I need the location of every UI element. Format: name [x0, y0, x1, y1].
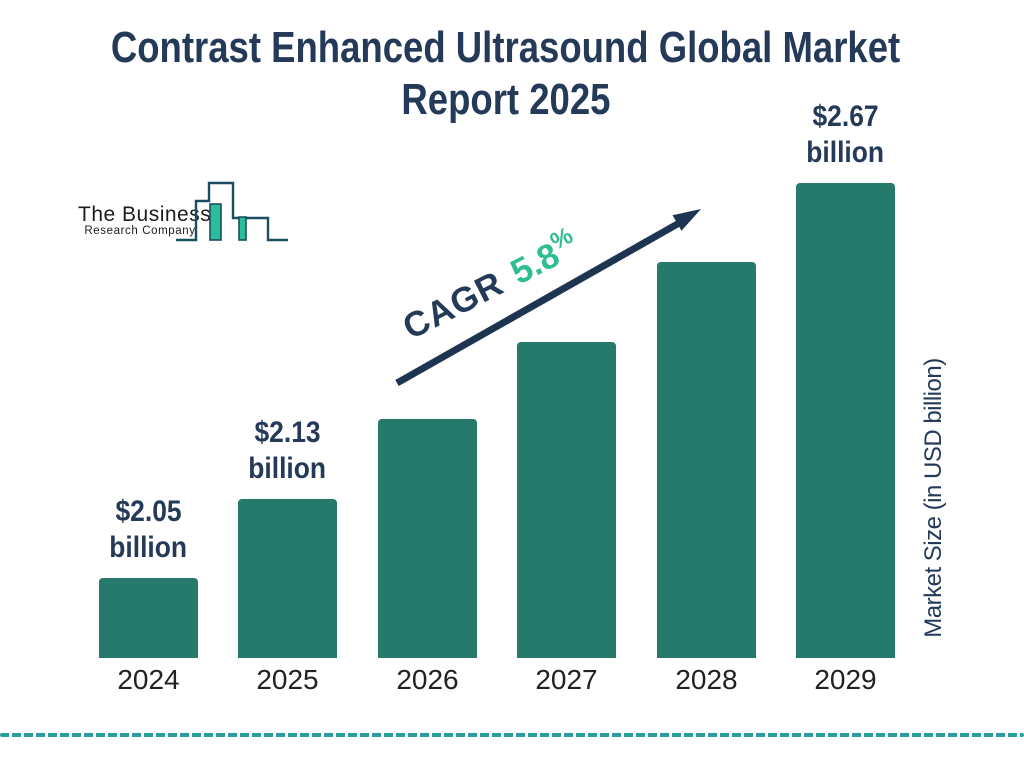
page-title-line1: Contrast Enhanced Ultrasound Global Mark…	[111, 23, 901, 72]
bar-value-label-2025: $2.13 billion	[248, 416, 327, 485]
bar-value-label-2024: $2.05 billion	[109, 495, 188, 564]
bar-2028	[657, 262, 756, 658]
bar-2029	[796, 183, 895, 658]
bar-2027	[517, 342, 616, 658]
cagr-label: CAGR	[396, 263, 510, 348]
x-axis-label-2028: 2028	[675, 664, 738, 695]
x-axis-label-2025: 2025	[256, 664, 319, 695]
x-axis-label-2029: 2029	[814, 664, 877, 695]
bar-value-label-2029: $2.67 billion	[806, 100, 885, 169]
logo-skyline-icon	[176, 181, 288, 242]
logo-subname-text: Research Company	[84, 225, 196, 237]
bar-2026	[378, 419, 477, 658]
bar-2024	[99, 578, 198, 658]
x-axis-label-2024: 2024	[117, 664, 180, 695]
page-title-line2: Report 2025	[401, 75, 611, 124]
logo-name-text: The Business	[78, 203, 212, 226]
x-axis-label-2026: 2026	[396, 664, 459, 695]
page-title: Contrast Enhanced Ultrasound Global Mark…	[0, 22, 1012, 126]
bar-2025	[238, 499, 337, 658]
bottom-dashed-divider	[0, 733, 1024, 737]
y-axis-label: Market Size (in USD billion)	[920, 358, 947, 638]
company-logo: The Business Research Company	[70, 176, 300, 248]
x-axis-label-2027: 2027	[535, 664, 598, 695]
